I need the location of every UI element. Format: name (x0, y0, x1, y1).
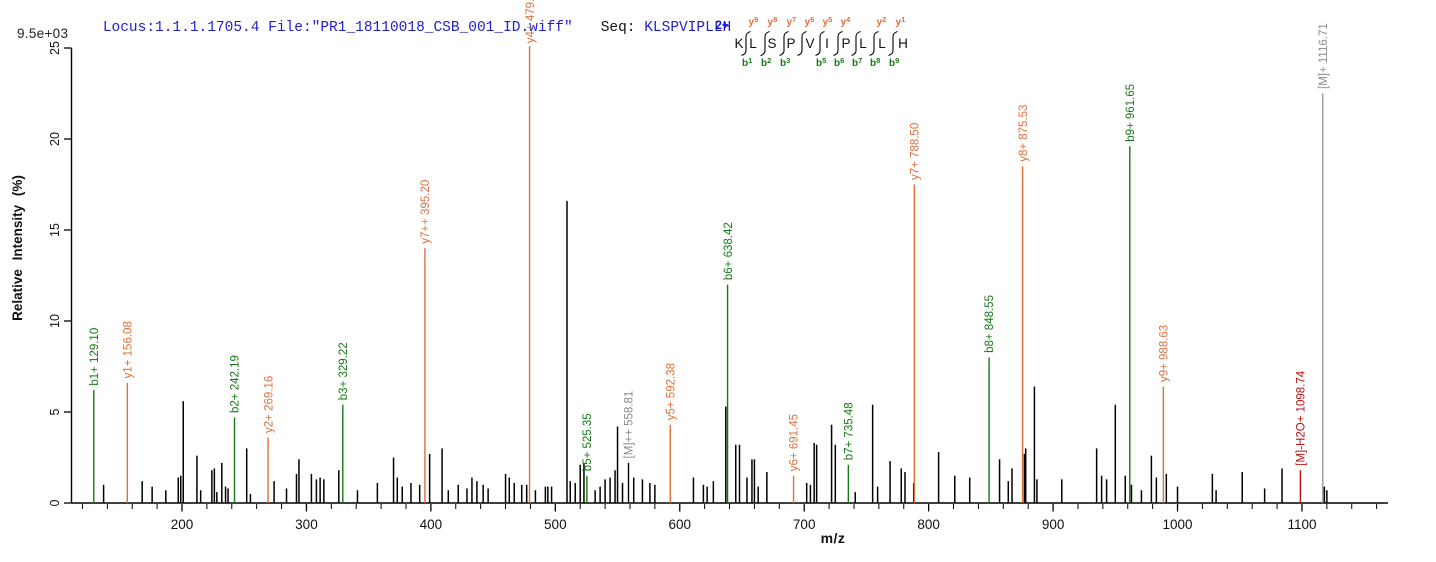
fragment-divider (741, 30, 751, 57)
fragment-divider (869, 30, 879, 57)
peak-annotation: y7++ 395.20 (420, 180, 432, 244)
residue-letter: L (749, 36, 757, 51)
residue-letter: K (734, 36, 743, 51)
residue-letter: I (825, 36, 829, 51)
peak-annotation: y4+ 479.30 (525, 0, 537, 43)
x-axis-title: m/z (821, 530, 846, 546)
locus-file-text: Locus:1.1.1.1705.4 File:"PR1_18110018_CS… (102, 20, 573, 36)
y-tick-label: 20 (48, 132, 62, 146)
y-ion-label: y6 (805, 15, 815, 28)
x-tick-label: 300 (295, 517, 318, 532)
y-ion-label: y2 (877, 15, 887, 28)
peak-annotation: b3+ 329.22 (338, 342, 350, 400)
peak-annotation: y6+ 691.45 (789, 414, 801, 471)
unlabeled-peaks (102, 200, 1328, 503)
y-ion-label: y7 (787, 15, 797, 28)
x-tick-label: 700 (793, 517, 816, 532)
seq-value-text: KLSPVIPLLH (644, 20, 732, 36)
precursor-charge-label: 2+ (715, 20, 728, 32)
y-axis-title: Relative Intensity (%) (10, 175, 25, 321)
x-tick-label: 1000 (1162, 517, 1192, 532)
y-ion-label: y5 (823, 15, 833, 28)
residue-letter: P (841, 36, 850, 51)
b-ion-label: b2 (761, 56, 771, 69)
x-tick-label: 900 (1042, 517, 1065, 532)
b-ion-label: b9 (889, 56, 899, 69)
peak-annotation: [M]-H2O+ 1098.74 (1296, 370, 1308, 466)
peak-annotation: y2+ 269.16 (263, 376, 275, 433)
fragment-divider (797, 30, 807, 57)
peak-annotation: [M]++ 558.81 (624, 391, 636, 459)
peak-annotation: b9+ 961.65 (1125, 84, 1137, 142)
b-ion-label: b7 (852, 56, 862, 69)
seq-label: Seq: (600, 20, 636, 36)
y-ion-label: y8 (768, 15, 778, 28)
peak-annotation: y5+ 592.38 (665, 363, 677, 420)
fragment-divider (851, 30, 861, 57)
fragment-divider (779, 30, 789, 57)
fragment-divider (888, 30, 898, 57)
peak-annotation: [M]+ 1116.71 (1318, 23, 1330, 89)
residue-letter: L (859, 36, 867, 51)
x-tick-label: 200 (171, 517, 194, 532)
x-tick-label: 400 (420, 517, 443, 532)
peak-annotation: y8+ 875.53 (1018, 105, 1030, 162)
y-tick-label: 10 (48, 314, 62, 328)
peak-annotation: b6+ 638.42 (723, 222, 735, 280)
y-tick-label: 15 (48, 223, 62, 237)
peak-annotation: b8+ 848.55 (984, 295, 996, 353)
y-tick-label: 25 (48, 41, 62, 55)
b-ion-label: b6 (834, 56, 844, 69)
peak-annotation: b5+ 525.35 (582, 413, 594, 471)
axes: 0 5 10 15 20 25 200 300 400 500 600 700 800 900 1000 11… (48, 41, 1388, 532)
b-ion-label: b3 (780, 56, 790, 69)
x-tick-label: 1100 (1287, 517, 1316, 532)
y-ion-label: y9 (749, 15, 759, 28)
y-axis-max-intensity-label: 9.5e+03 (17, 26, 69, 41)
peak-annotation: y1+ 156.08 (123, 321, 135, 378)
residue-letter: P (786, 36, 795, 51)
fragment-divider (815, 30, 825, 57)
y-ion-label: y1 (896, 15, 906, 28)
x-tick-label: 600 (668, 517, 691, 532)
peak-annotation: b7+ 735.48 (844, 402, 856, 460)
peak-annotation: y9+ 988.63 (1159, 325, 1171, 382)
peak-annotation: b2+ 242.19 (230, 355, 242, 413)
x-tick-label: 800 (917, 517, 940, 532)
residue-letter: H (898, 36, 908, 51)
x-tick-label: 500 (544, 517, 567, 532)
annotated-peaks: b1+ 129.10 y1+ 156.08 b2+ 242.19 y2+ 269.16… (89, 0, 1330, 503)
y-tick-label: 0 (48, 499, 62, 506)
header: Locus:1.1.1.1705.4 File:"PR1_18110018_CS… (68, 4, 731, 52)
fragment-divider (833, 30, 843, 57)
fragment-divider (760, 30, 770, 57)
y-tick-label: 5 (48, 408, 62, 415)
peak-annotation: b1+ 129.10 (89, 328, 101, 386)
residue-letter: V (805, 36, 814, 51)
y-ion-label: y4 (841, 15, 852, 28)
residue-letter: L (878, 36, 886, 51)
b-ion-label: b5 (816, 56, 826, 69)
residue-letter: S (767, 36, 776, 51)
peak-annotation: y7+ 788.50 (910, 123, 922, 180)
b-ion-label: b8 (870, 56, 880, 69)
b-ion-label: b1 (742, 56, 752, 69)
